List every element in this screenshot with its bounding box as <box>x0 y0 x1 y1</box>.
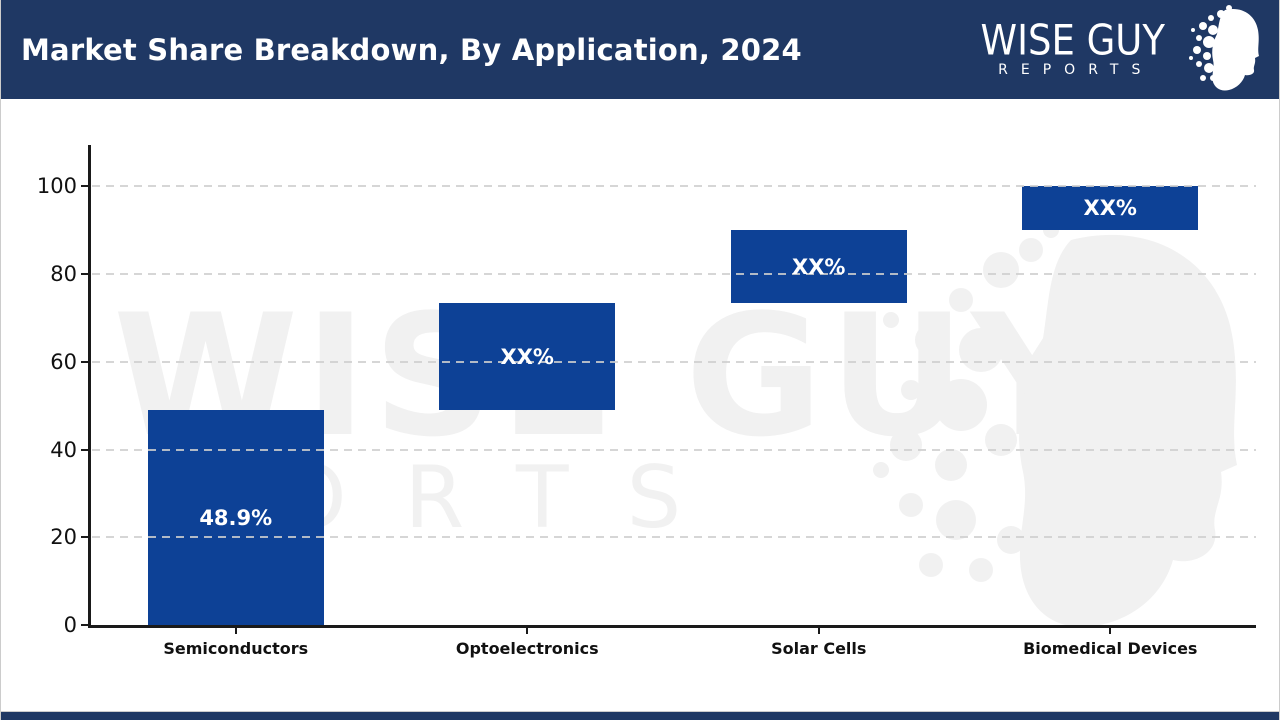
y-axis-tick <box>81 536 89 539</box>
y-axis-tick <box>81 185 89 188</box>
x-axis-tick <box>817 627 820 634</box>
x-axis-tick <box>234 627 237 634</box>
bar-optoelectronics <box>439 303 616 411</box>
logo-text: WISE GUY REPORTS <box>980 16 1165 78</box>
y-axis-tick <box>81 448 89 451</box>
logo-subtitle: REPORTS <box>998 62 1154 78</box>
bar-value-label: XX% <box>1083 196 1137 221</box>
x-axis-category-label: Biomedical Devices <box>1023 639 1198 658</box>
y-axis-tick-label: 80 <box>50 262 77 287</box>
bar-solar-cells <box>730 230 907 303</box>
y-axis-line <box>88 145 91 628</box>
bar-chart-plot-area: 48.9% Semiconductors XX% Optoelectronics XX%… <box>1 99 1279 712</box>
y-axis-tick <box>81 360 89 363</box>
gridline <box>92 185 1256 188</box>
gridline <box>92 273 1256 276</box>
y-axis-tick-label: 100 <box>36 174 77 199</box>
bar-value-label: 48.9% <box>199 505 273 530</box>
bar-value-label: XX% <box>500 344 554 369</box>
x-axis-line <box>88 625 1256 628</box>
watermark-head-icon <box>873 222 1237 627</box>
footer-bar <box>1 712 1279 720</box>
gridline <box>92 536 1256 539</box>
gridline <box>92 448 1256 451</box>
x-axis-category-label: Solar Cells <box>771 639 867 658</box>
logo-head-icon <box>1189 4 1259 91</box>
y-axis-tick-label: 60 <box>50 349 77 374</box>
bar-value-label: XX% <box>792 254 846 279</box>
y-axis-tick-label: 40 <box>50 437 77 462</box>
x-axis-category-label: Optoelectronics <box>455 639 599 658</box>
page-title: Market Share Breakdown, By Application, … <box>21 32 802 67</box>
y-axis-tick-label: 20 <box>50 525 77 550</box>
gridline <box>92 360 1256 363</box>
y-axis-tick-label: 0 <box>63 613 77 637</box>
x-axis-tick <box>526 627 529 634</box>
y-axis-tick <box>81 273 89 276</box>
y-axis-tick <box>81 624 89 626</box>
x-axis-tick <box>1109 627 1112 634</box>
logo-wordmark: WISE GUY <box>980 16 1165 65</box>
x-axis-category-label: Semiconductors <box>163 639 309 658</box>
bar-biomedical-devices <box>1022 186 1199 231</box>
bar-semiconductors <box>147 410 324 625</box>
bottom-border-line <box>1 711 1279 712</box>
wise-guy-logo: WISE GUY REPORTS <box>981 4 1261 96</box>
header-bar: Market Share Breakdown, By Application, … <box>1 0 1279 99</box>
